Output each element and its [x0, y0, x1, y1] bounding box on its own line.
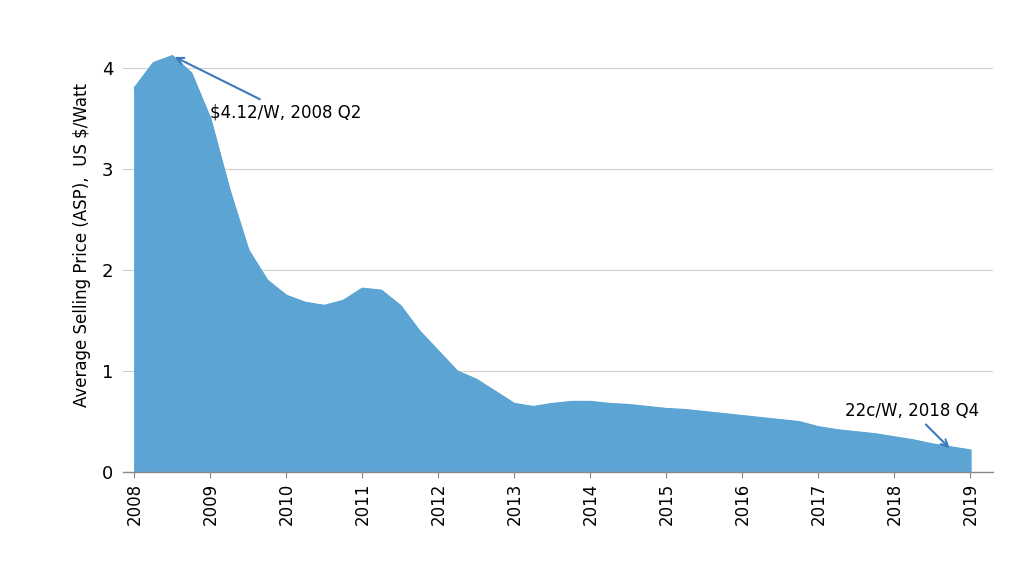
Text: 22c/W, 2018 Q4: 22c/W, 2018 Q4 [845, 401, 979, 446]
Text: $4.12/W, 2008 Q2: $4.12/W, 2008 Q2 [177, 58, 361, 121]
Y-axis label: Average Selling Price (ASP),  US $/Watt: Average Selling Price (ASP), US $/Watt [73, 83, 90, 407]
